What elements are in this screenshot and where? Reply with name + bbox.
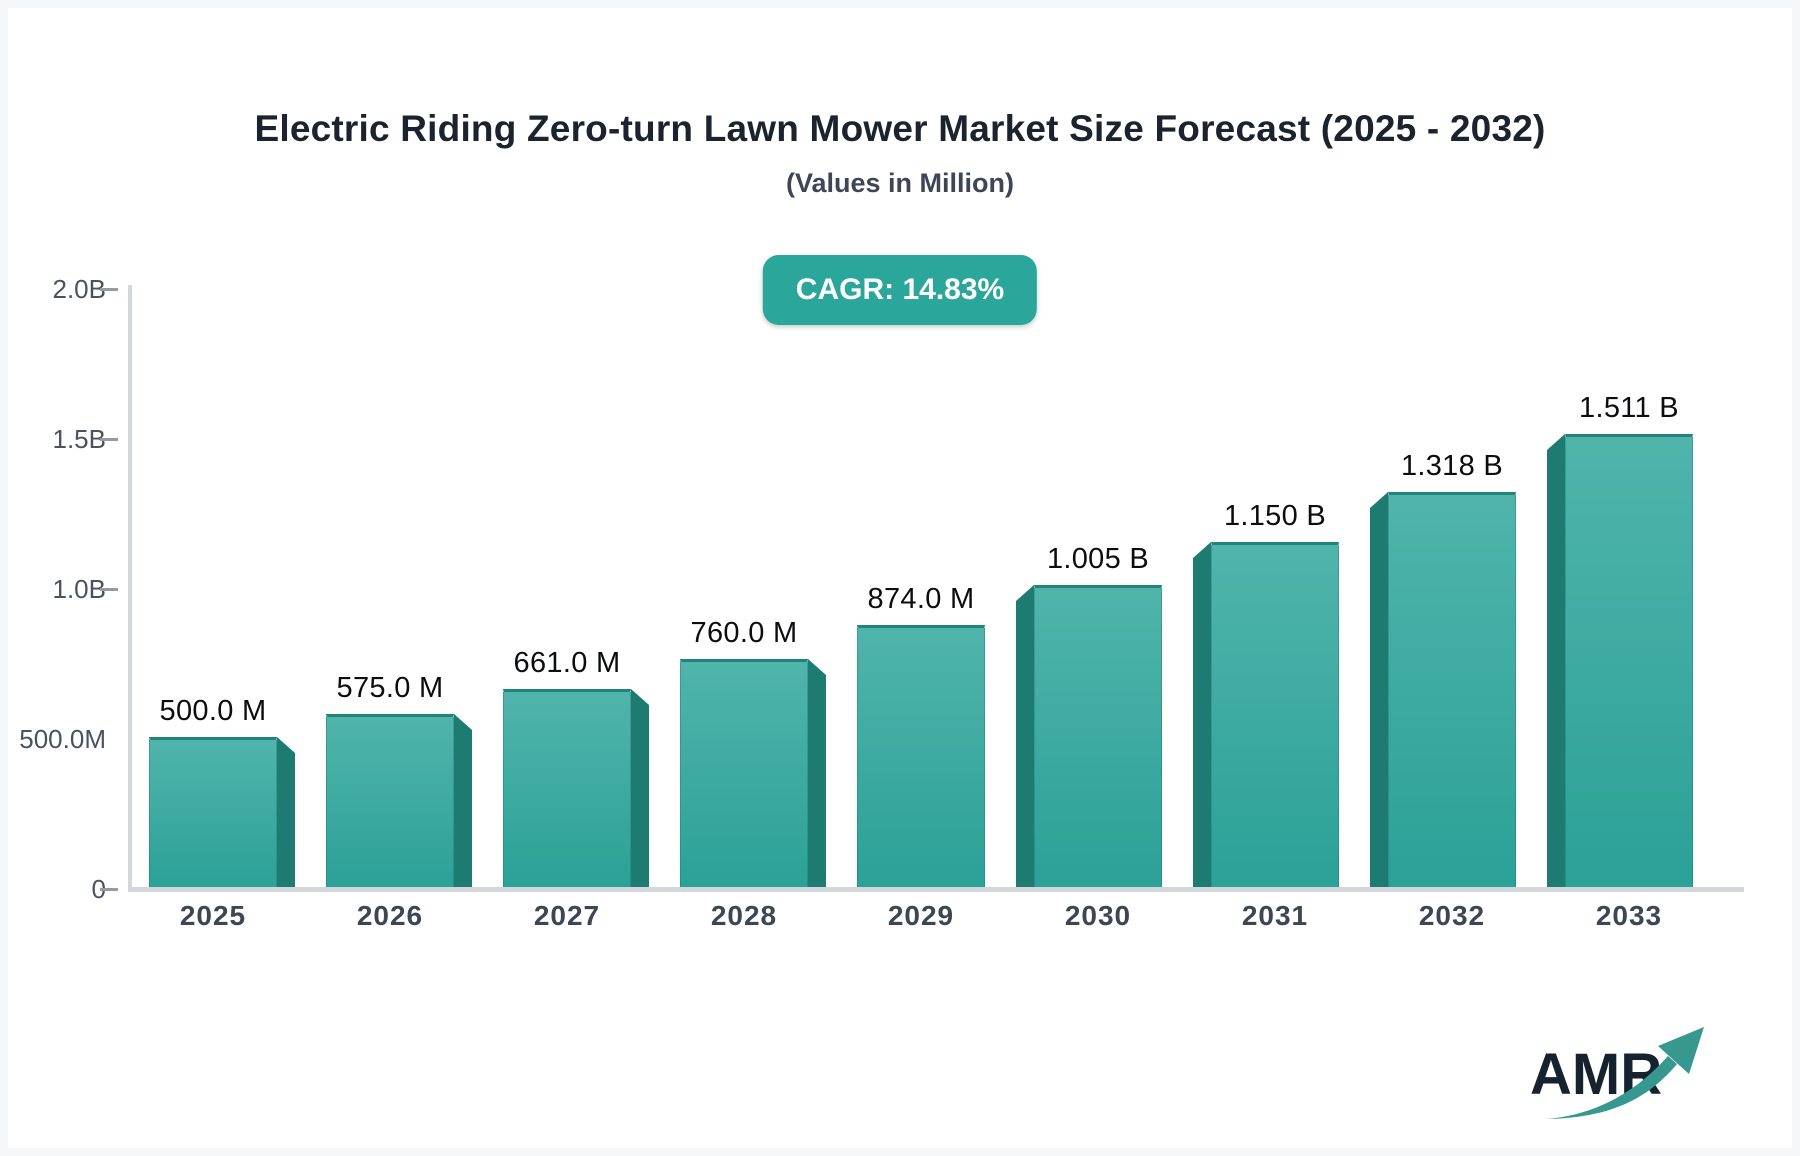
bar-value-label: 575.0 M <box>336 672 444 704</box>
x-axis-label: 2026 <box>356 900 424 931</box>
x-axis-label: 2033 <box>1595 900 1663 931</box>
bar-value-label: 760.0 M <box>690 617 798 649</box>
amr-arrow-icon <box>1546 1027 1704 1119</box>
y-axis-label: 1.0B <box>52 574 107 604</box>
y-axis-label: 2.0B <box>52 274 107 304</box>
bar <box>857 625 985 887</box>
page-subtitle: (Values in Million) <box>785 168 1015 198</box>
bar-side-face <box>277 737 295 887</box>
bar <box>1211 542 1339 887</box>
bar <box>1388 492 1516 887</box>
cagr-badge: CAGR: 14.83% <box>762 255 1038 325</box>
bar-value-label: 1.150 B <box>1223 500 1327 532</box>
x-axis-label: 2030 <box>1064 900 1132 931</box>
bar <box>149 737 277 887</box>
x-axis-label: 2031 <box>1241 900 1309 931</box>
amr-logo-text: AMR <box>1530 1042 1662 1107</box>
bar <box>1034 585 1162 887</box>
bar-side-face <box>631 689 649 887</box>
y-tick-mark <box>100 288 118 291</box>
bar-side-face <box>808 659 826 887</box>
page-title: Electric Riding Zero-turn Lawn Mower Mar… <box>254 108 1546 149</box>
bar-side-face <box>1370 492 1388 887</box>
bar <box>1565 434 1693 887</box>
y-tick-mark <box>100 438 118 441</box>
bar-value-label: 1.005 B <box>1046 543 1150 575</box>
x-axis-line <box>128 887 1744 892</box>
bar-side-face <box>1547 434 1565 887</box>
bar <box>503 689 631 887</box>
bar <box>680 659 808 887</box>
chart-card: Electric Riding Zero-turn Lawn Mower Mar… <box>8 8 1792 1148</box>
y-tick-mark <box>100 588 118 591</box>
bar-value-label: 1.318 B <box>1400 450 1504 482</box>
bar-value-label: 874.0 M <box>867 583 975 615</box>
bar-value-label: 500.0 M <box>159 695 267 727</box>
y-axis-label: 0 <box>91 874 106 904</box>
bar-side-face <box>1193 542 1211 887</box>
x-axis-label: 2032 <box>1418 900 1486 931</box>
amr-logo: AMR <box>1530 1027 1704 1119</box>
y-tick-mark <box>100 888 118 891</box>
bar-side-face <box>454 714 472 887</box>
y-axis-line <box>128 285 132 892</box>
bar-side-face <box>1016 585 1034 887</box>
x-axis-label: 2028 <box>710 900 778 931</box>
bar-value-label: 661.0 M <box>513 647 621 679</box>
x-axis-label: 2025 <box>179 900 247 931</box>
bar <box>326 714 454 887</box>
x-axis-label: 2027 <box>533 900 601 931</box>
y-axis-label: 500.0M <box>19 724 106 754</box>
y-axis-label: 1.5B <box>52 424 107 454</box>
bar-value-label: 1.511 B <box>1579 392 1679 424</box>
x-axis-label: 2029 <box>887 900 955 931</box>
